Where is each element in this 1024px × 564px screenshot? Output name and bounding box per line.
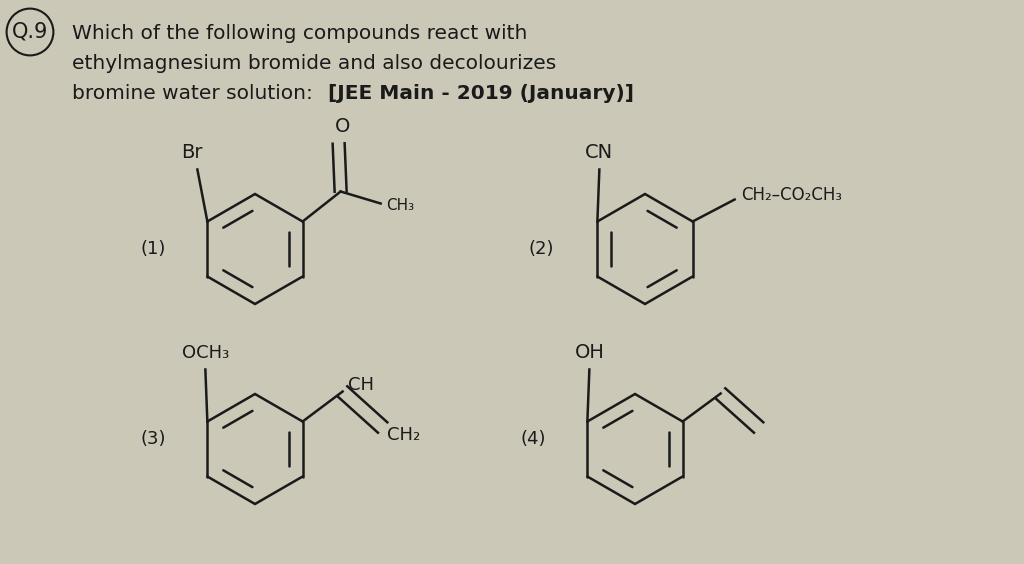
Text: (1): (1) — [140, 240, 165, 258]
Text: (3): (3) — [140, 430, 166, 448]
Text: Br: Br — [181, 143, 203, 161]
Text: CH₂–CO₂CH₃: CH₂–CO₂CH₃ — [740, 187, 842, 205]
Text: O: O — [335, 117, 350, 135]
Text: OCH₃: OCH₃ — [181, 343, 229, 362]
Text: (4): (4) — [520, 430, 546, 448]
Text: Which of the following compounds react with: Which of the following compounds react w… — [72, 24, 527, 43]
Text: CH₂: CH₂ — [387, 426, 420, 444]
Text: CH₃: CH₃ — [386, 198, 414, 213]
Text: (2): (2) — [528, 240, 554, 258]
Text: OH: OH — [574, 342, 604, 362]
Text: ethylmagnesium bromide and also decolourizes: ethylmagnesium bromide and also decolour… — [72, 54, 556, 73]
Text: Q.9: Q.9 — [12, 22, 48, 42]
Text: [JEE Main - 2019 (January)]: [JEE Main - 2019 (January)] — [328, 84, 634, 103]
Text: CN: CN — [586, 143, 613, 161]
Text: bromine water solution:: bromine water solution: — [72, 84, 319, 103]
Text: CH: CH — [347, 377, 374, 394]
